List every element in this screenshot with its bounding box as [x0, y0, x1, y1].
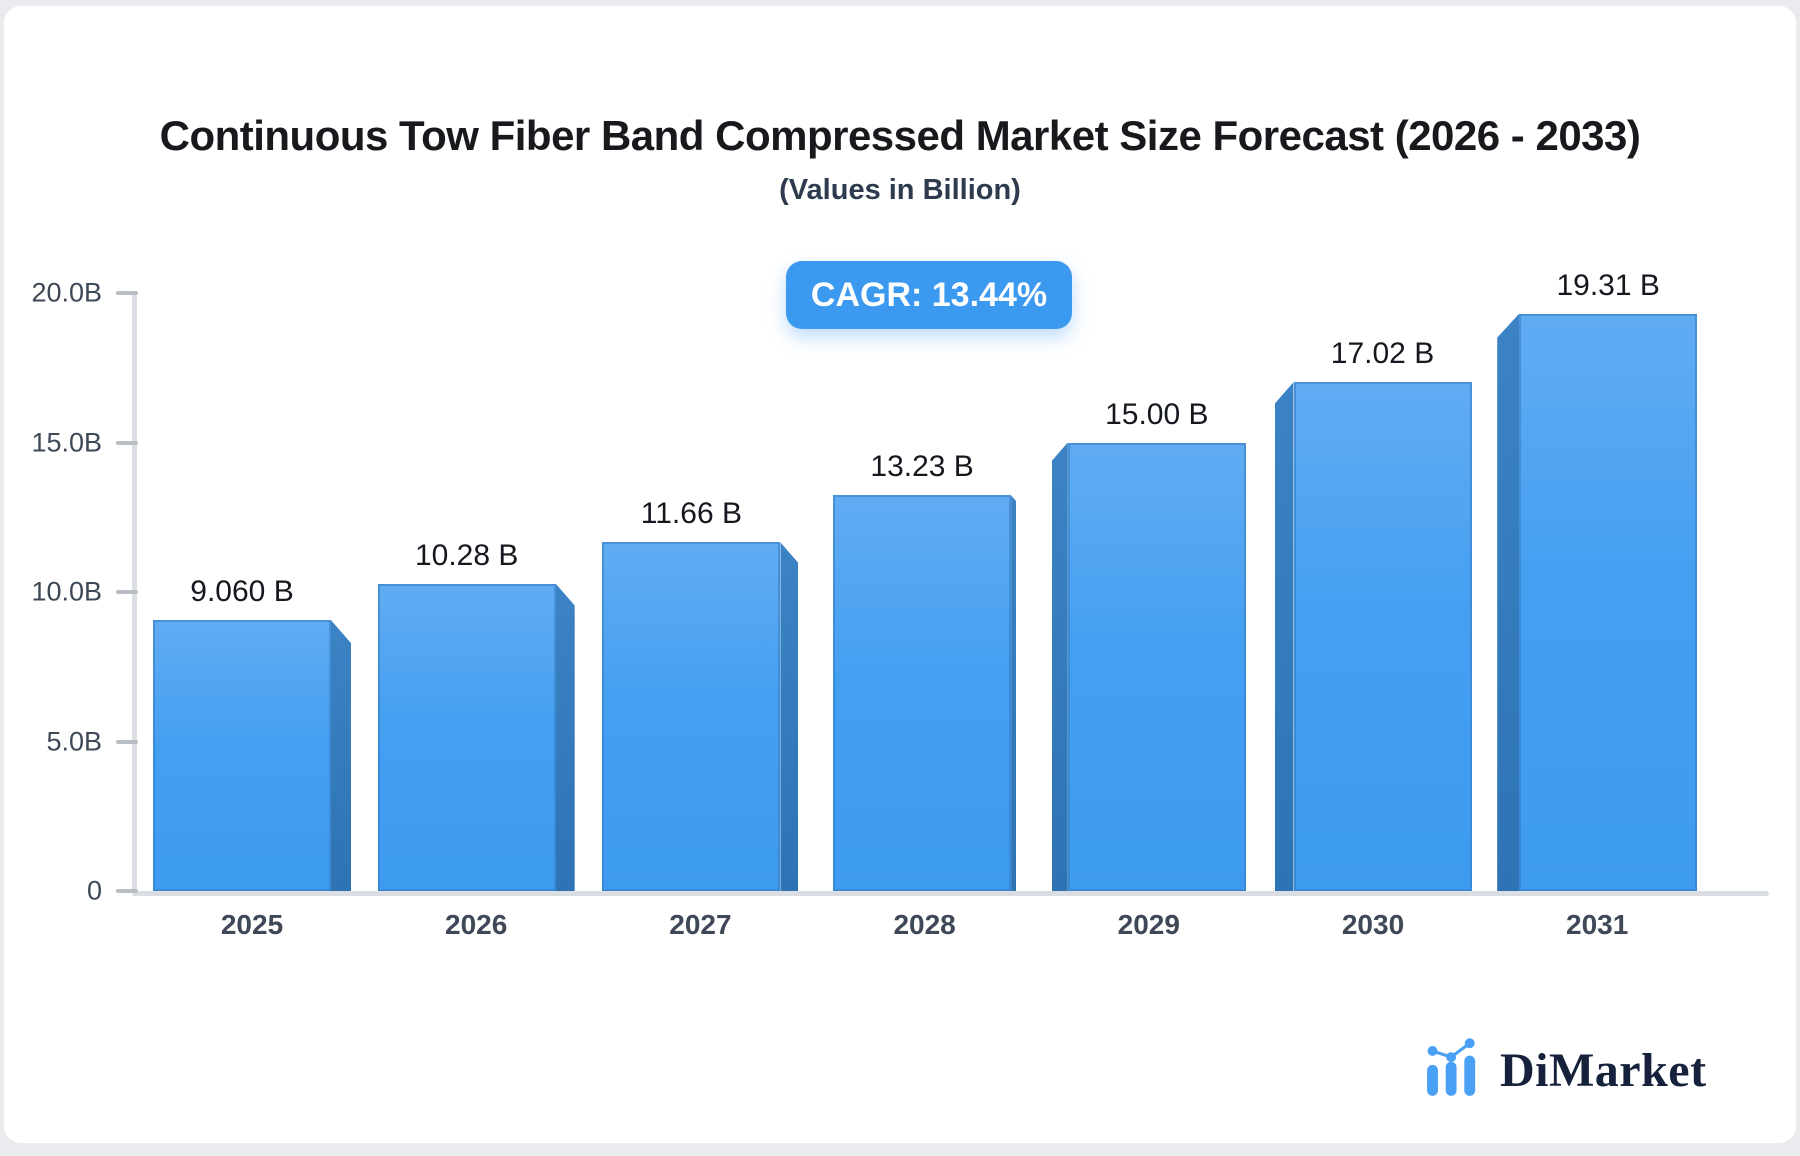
y-axis-label: 10.0B — [31, 576, 102, 607]
bar-value-label: 13.23 B — [870, 450, 974, 484]
y-axis-tick — [116, 889, 138, 893]
bar-value-label: 10.28 B — [414, 538, 519, 572]
x-axis-label: 2031 — [1566, 909, 1629, 940]
bar-side-face — [1274, 382, 1294, 891]
bar — [1067, 442, 1246, 891]
y-axis-label: 0 — [86, 875, 102, 906]
x-axis-label: 2025 — [220, 909, 284, 940]
bar-value-label: 15.00 B — [1105, 397, 1209, 431]
bar-side-face — [1011, 495, 1017, 891]
bar-side-face — [1051, 442, 1068, 891]
brand-name: DiMarket — [1500, 1043, 1707, 1097]
bar — [377, 583, 556, 891]
y-axis-label: 5.0B — [46, 726, 102, 756]
x-axis-label: 2030 — [1341, 909, 1405, 940]
bar-value-label: 17.02 B — [1330, 337, 1435, 371]
x-axis-label: 2027 — [669, 909, 732, 940]
bar-side-face — [780, 542, 799, 891]
bar — [602, 542, 781, 891]
bar-side-face — [331, 620, 351, 891]
cagr-badge: CAGR: 13.44% — [786, 261, 1072, 329]
x-axis-label: 2028 — [893, 909, 956, 940]
y-axis-label: 15.0B — [31, 427, 102, 457]
bar — [1519, 313, 1698, 891]
bar — [1293, 382, 1472, 891]
x-axis-label: 2029 — [1117, 909, 1180, 940]
y-axis-tick — [116, 590, 138, 594]
y-axis-tick — [116, 291, 138, 295]
bar-side-face — [555, 583, 575, 891]
x-axis-line — [132, 891, 1769, 896]
bar-side-face — [1497, 313, 1520, 891]
brand-logo: DiMarket — [1424, 1034, 1707, 1106]
bar — [833, 495, 1012, 891]
chart-card: Continuous Tow Fiber Band Compressed Mar… — [3, 5, 1797, 1144]
bar — [153, 620, 331, 891]
chart-title: Continuous Tow Fiber Band Compressed Mar… — [159, 112, 1641, 159]
y-axis-label: 20.0B — [31, 277, 102, 308]
bar-value-label: 9.060 B — [190, 575, 294, 609]
chart-subtitle: (Values in Billion) — [779, 174, 1021, 206]
bar-line-chart-icon — [1424, 1037, 1486, 1104]
bar-value-label: 19.31 B — [1556, 268, 1660, 302]
cagr-badge-label: CAGR: 13.44% — [810, 275, 1048, 314]
x-axis-label: 2026 — [445, 909, 508, 940]
y-axis-tick — [116, 739, 138, 744]
y-axis-tick — [116, 440, 138, 445]
bar-value-label: 11.66 B — [640, 497, 742, 531]
